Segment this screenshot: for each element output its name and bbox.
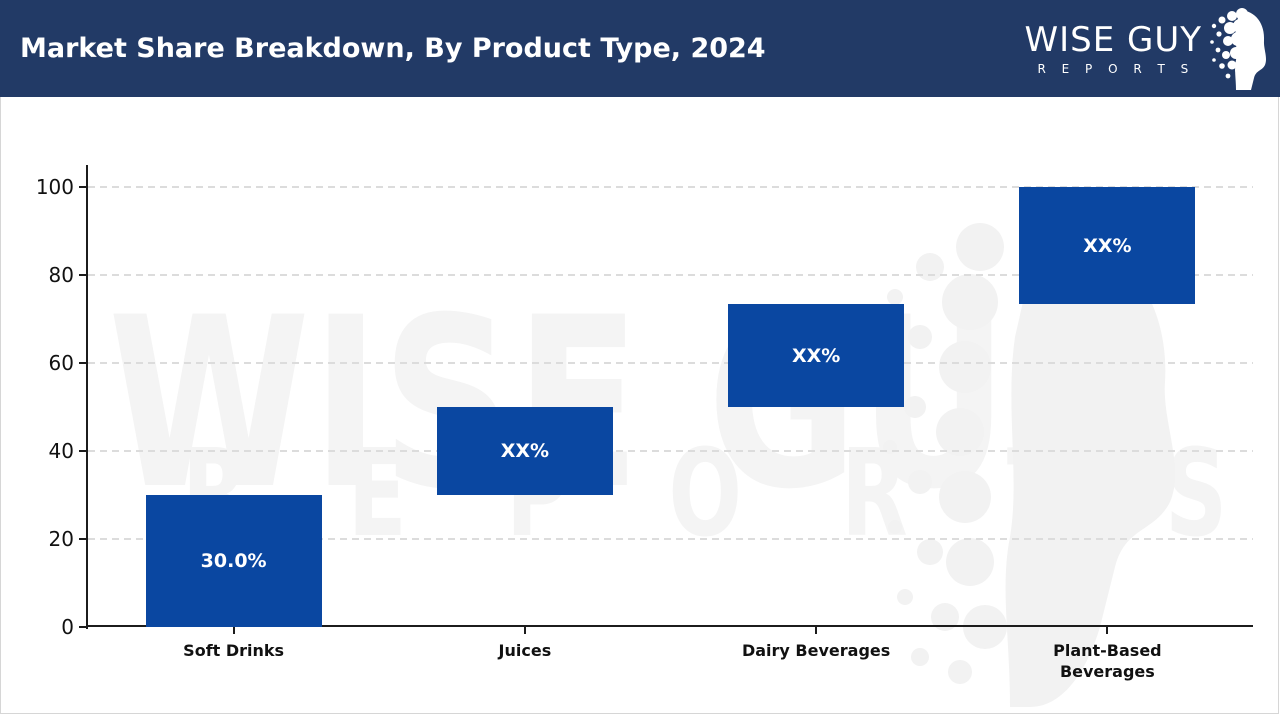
bar-plant-based-beverages: [1019, 187, 1196, 305]
gridline: [88, 274, 1253, 276]
page-title: Market Share Breakdown, By Product Type,…: [20, 33, 766, 64]
x-tick-mark: [523, 627, 526, 634]
chart-card: [0, 97, 1279, 714]
gridline: [88, 538, 1253, 540]
x-tick-label: Plant-Based Beverages: [1053, 641, 1162, 681]
logo-face-icon: [1210, 8, 1267, 90]
y-tick-mark: [79, 186, 88, 188]
gridline: [88, 186, 1253, 188]
y-tick-mark: [79, 626, 88, 628]
y-tick-label: 0: [61, 615, 74, 639]
y-axis: [86, 165, 88, 629]
y-tick-mark: [79, 362, 88, 364]
bar-value-label: XX%: [791, 344, 841, 367]
y-tick-label: 40: [48, 439, 74, 463]
bar-soft-drinks: [145, 495, 322, 627]
wise-guy-reports-logo: WISE GUY R E P O R T S: [1024, 7, 1270, 91]
y-tick-label: 100: [35, 175, 74, 199]
bar-juices: [436, 407, 613, 495]
logo-text: WISE GUY R E P O R T S: [1024, 20, 1202, 78]
y-tick-label: 20: [48, 527, 74, 551]
watermark-face-icon: [879, 223, 1176, 707]
y-tick-mark: [79, 274, 88, 276]
logo-wordmark: WISE GUY: [1024, 20, 1202, 60]
x-tick-mark: [815, 627, 818, 634]
bar-value-label: XX%: [1083, 234, 1132, 257]
bar-value-label: XX%: [500, 440, 550, 462]
y-tick-label: 80: [48, 263, 74, 287]
gridline: [88, 450, 1253, 452]
x-tick-mark: [1106, 627, 1109, 634]
plot-area: 0 20 40 60 80 100 30.0% Soft Drinks XX% Juices XX%…: [36, 165, 1253, 681]
x-tick-mark: [232, 627, 235, 634]
x-tick-label: Dairy Beverages: [741, 641, 891, 660]
y-tick-mark: [79, 538, 88, 540]
x-tick-label: Soft Drinks: [183, 641, 285, 660]
logo-subtitle: R E P O R T S: [1037, 62, 1195, 76]
header-bar: Market Share Breakdown, By Product Type,…: [0, 0, 1280, 97]
bar-value-label: 30.0%: [200, 550, 267, 572]
bar-dairy-beverages: [728, 304, 905, 407]
y-tick-mark: [79, 450, 88, 452]
x-tick-label: Juices: [498, 641, 552, 660]
y-tick-label: 60: [48, 351, 74, 375]
x-axis: [86, 625, 1253, 627]
gridline: [88, 362, 1253, 364]
